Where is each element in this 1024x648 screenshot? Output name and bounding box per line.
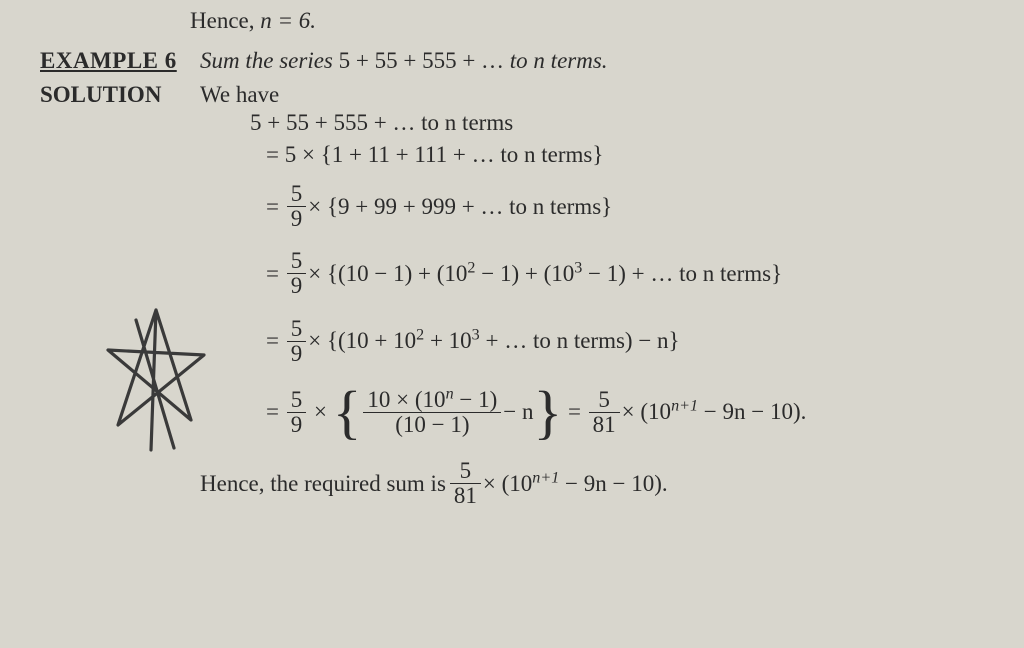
step2-line: = 5 9 × {9 + 99 + 999 + … to n terms} — [266, 182, 612, 231]
prev-conclusion-prefix: Hence, — [190, 8, 260, 33]
step3-rest-a: × {(10 − 1) + (10 — [308, 261, 467, 286]
step2-eq-sign: = — [266, 194, 285, 220]
step3-frac-bot: 9 — [287, 273, 307, 298]
final-tail-exp: n+1 — [532, 469, 559, 486]
step4-frac-top: 5 — [287, 317, 307, 341]
step3-line: = 5 9 × {(10 − 1) + (102 − 1) + (103 − 1… — [266, 249, 782, 298]
prev-conclusion-math: n = 6. — [260, 8, 316, 33]
solution-label: SOLUTION — [40, 82, 200, 108]
step5-fracB-bot: 81 — [589, 412, 620, 437]
step4-rest-c: + … to n terms) − n} — [480, 328, 680, 353]
step4-line: = 5 9 × {(10 + 102 + 103 + … to n terms)… — [266, 317, 680, 366]
step5-eq-sign1: = — [266, 399, 285, 425]
step5-tail-exp: n+1 — [671, 398, 698, 415]
prev-conclusion-line: Hence, n = 6. — [190, 8, 984, 34]
step5-inner-top-b: − 1) — [454, 387, 498, 412]
step3-frac: 5 9 — [287, 249, 307, 298]
step4-exp3: 3 — [472, 327, 480, 344]
step1-line: = 5 × {1 + 11 + 111 + … to n terms} — [266, 142, 984, 168]
final-tail-a: × (10 — [483, 471, 532, 496]
step0-text: 5 + 55 + 555 + … to n terms — [250, 110, 513, 136]
step0-series: 5 + 55 + 555 + … — [250, 110, 415, 135]
step0-line: 5 + 55 + 555 + … to n terms — [250, 110, 984, 136]
final-tail: × (10n+1 − 9n − 10). — [483, 471, 668, 497]
step3-rest: × {(10 − 1) + (102 − 1) + (103 − 1) + … … — [308, 261, 782, 287]
step2-frac-bot: 9 — [287, 206, 307, 231]
step5-eq-sign2: = — [562, 399, 586, 425]
step0-tail: to n terms — [415, 110, 513, 135]
final-tail-exp-text: n+1 — [532, 469, 559, 486]
solution-line: SOLUTION We have — [40, 82, 984, 108]
step5-innerfrac-bot: (10 − 1) — [363, 412, 501, 437]
step4-rest-b: + 10 — [424, 328, 471, 353]
solution-intro: We have — [200, 82, 279, 108]
step5-innerfrac: 10 × (10n − 1) (10 − 1) — [363, 388, 501, 437]
step5-minus-n: − n — [503, 399, 533, 425]
final-frac-bot: 81 — [450, 483, 481, 508]
step4-eq-sign: = — [266, 328, 285, 354]
step5-inner-top-exp: n — [446, 385, 454, 402]
example-prompt-prefix: Sum the series — [200, 48, 339, 73]
step5-innerfrac-top: 10 × (10n − 1) — [363, 388, 501, 412]
final-frac-top: 5 — [450, 459, 481, 483]
step1-text: = 5 × {1 + 11 + 111 + … to n terms} — [266, 142, 603, 168]
step5-line: = 5 9 × { 10 × (10n − 1) (10 − 1) − n } … — [266, 388, 806, 437]
step5-inner-top-a: 10 × (10 — [367, 387, 445, 412]
step5-fracA: 5 9 — [287, 388, 307, 437]
page-root: Hence, n = 6. EXAMPLE 6 Sum the series 5… — [0, 0, 1024, 648]
step0-tail-text: to n terms — [415, 110, 513, 135]
final-frac: 5 81 — [450, 459, 481, 508]
step4-frac-bot: 9 — [287, 341, 307, 366]
final-prefix: Hence, the required sum is — [200, 471, 446, 497]
step3-frac-top: 5 — [287, 249, 307, 273]
step5-tail-b: − 9n − 10). — [698, 399, 806, 424]
step1-eq: = 5 × {1 + 11 + 111 + … to n terms} — [266, 142, 603, 167]
step5-tail-a: × (10 — [622, 399, 671, 424]
final-line: Hence, the required sum is 5 81 × (10n+1… — [200, 459, 668, 508]
step5-minus-n-text: − n — [503, 399, 533, 424]
example-prompt-series: 5 + 55 + 555 + … — [339, 48, 504, 73]
example-prompt: Sum the series 5 + 55 + 555 + … to n ter… — [200, 48, 608, 74]
example-line: EXAMPLE 6 Sum the series 5 + 55 + 555 + … — [40, 48, 984, 74]
step2-frac-top: 5 — [287, 182, 307, 206]
step4-frac: 5 9 — [287, 317, 307, 366]
step4-rest: × {(10 + 102 + 103 + … to n terms) − n} — [308, 328, 679, 354]
step5-fracB-top: 5 — [589, 388, 620, 412]
step3-rest-b: − 1) + (10 — [475, 261, 574, 286]
example-prompt-suffix: to n terms. — [504, 48, 608, 73]
step5-fracA-top: 5 — [287, 388, 307, 412]
step5-fracB: 5 81 — [589, 388, 620, 437]
step4-rest-a: × {(10 + 10 — [308, 328, 416, 353]
step5-times1: × — [308, 399, 332, 425]
prev-conclusion-text: Hence, n = 6. — [190, 8, 316, 34]
step4-exp2: 2 — [416, 327, 424, 344]
step3-rest-c: − 1) + … to n terms} — [582, 261, 782, 286]
step5-tail-exp-text: n+1 — [671, 398, 698, 415]
example-label: EXAMPLE 6 — [40, 48, 200, 74]
step5-tail: × (10n+1 − 9n − 10). — [622, 399, 807, 425]
step3-eq-sign: = — [266, 261, 285, 287]
margin-scribble-icon — [96, 300, 216, 460]
step2-rest: × {9 + 99 + 999 + … to n terms} — [308, 194, 612, 220]
final-tail-b: − 9n − 10). — [559, 471, 667, 496]
step5-fracA-bot: 9 — [287, 412, 307, 437]
step2-frac: 5 9 — [287, 182, 307, 231]
